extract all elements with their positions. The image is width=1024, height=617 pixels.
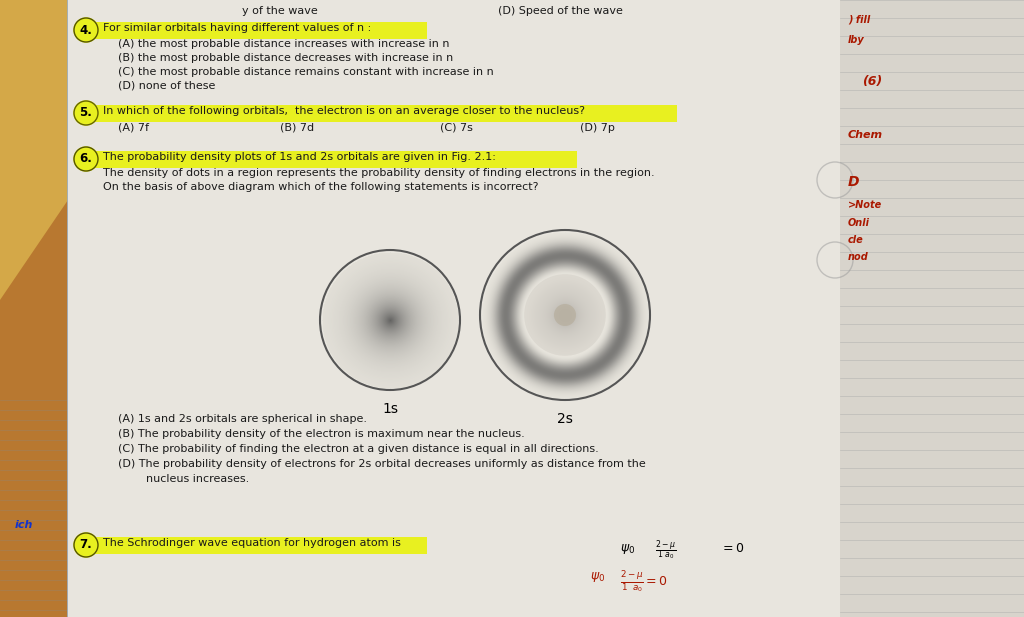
Circle shape	[319, 250, 460, 390]
Text: 1s: 1s	[382, 402, 398, 416]
Polygon shape	[0, 0, 68, 300]
Circle shape	[524, 274, 606, 356]
FancyBboxPatch shape	[85, 537, 427, 554]
Text: $\frac{2 - \mu}{1\ a_0}$: $\frac{2 - \mu}{1\ a_0}$	[655, 539, 677, 563]
Text: 6.: 6.	[80, 152, 92, 165]
Text: (C) 7s: (C) 7s	[440, 123, 473, 133]
Text: (B) The probability density of the electron is maximum near the nucleus.: (B) The probability density of the elect…	[118, 429, 524, 439]
Text: (B) the most probable distance decreases with increase in n: (B) the most probable distance decreases…	[118, 53, 454, 63]
Text: The probability density plots of 1s and 2s orbitals are given in Fig. 2.1:: The probability density plots of 1s and …	[103, 152, 496, 162]
Text: lby: lby	[848, 35, 864, 45]
FancyBboxPatch shape	[85, 105, 677, 122]
FancyBboxPatch shape	[85, 22, 427, 39]
Text: >Note: >Note	[848, 200, 883, 210]
Text: 2s: 2s	[557, 412, 573, 426]
Text: (C) The probability of finding the electron at a given distance is equal in all : (C) The probability of finding the elect…	[118, 444, 599, 454]
Text: Chem: Chem	[848, 130, 883, 140]
Text: (D) Speed of the wave: (D) Speed of the wave	[498, 6, 623, 16]
Text: ich: ich	[15, 520, 34, 530]
FancyBboxPatch shape	[840, 0, 1024, 617]
Text: 5.: 5.	[80, 107, 92, 120]
Text: (D) The probability density of electrons for 2s orbital decreases uniformly as d: (D) The probability density of electrons…	[118, 459, 646, 469]
Text: The Schrodinger wave equation for hydrogen atom is: The Schrodinger wave equation for hydrog…	[103, 538, 400, 548]
Text: (6): (6)	[862, 75, 883, 88]
Circle shape	[554, 304, 577, 326]
Text: 4.: 4.	[80, 23, 92, 36]
Circle shape	[480, 230, 650, 400]
FancyBboxPatch shape	[68, 0, 840, 617]
Text: cle: cle	[848, 235, 864, 245]
Text: (B) 7d: (B) 7d	[280, 123, 314, 133]
FancyBboxPatch shape	[0, 0, 68, 617]
FancyBboxPatch shape	[85, 151, 577, 168]
Circle shape	[74, 533, 98, 557]
Circle shape	[74, 101, 98, 125]
Text: $\frac{2 - \mu}{1\ \ a_0} = 0$: $\frac{2 - \mu}{1\ \ a_0} = 0$	[620, 570, 668, 595]
Text: 7.: 7.	[80, 539, 92, 552]
Text: The density of dots in a region represents the probability density of finding el: The density of dots in a region represen…	[103, 168, 654, 178]
Text: On the basis of above diagram which of the following statements is incorrect?: On the basis of above diagram which of t…	[103, 182, 539, 192]
Text: (A) the most probable distance increases with increase in n: (A) the most probable distance increases…	[118, 39, 450, 49]
Text: nucleus increases.: nucleus increases.	[118, 474, 249, 484]
Circle shape	[74, 18, 98, 42]
Text: In which of the following orbitals,  the electron is on an average closer to the: In which of the following orbitals, the …	[103, 106, 585, 116]
Text: (D) none of these: (D) none of these	[118, 81, 215, 91]
Text: D: D	[848, 175, 859, 189]
Circle shape	[74, 147, 98, 171]
Text: For similar orbitals having different values of n :: For similar orbitals having different va…	[103, 23, 372, 33]
Text: Onli: Onli	[848, 218, 870, 228]
Text: (A) 1s and 2s orbitals are spherical in shape.: (A) 1s and 2s orbitals are spherical in …	[118, 414, 367, 424]
Text: (A) 7f: (A) 7f	[118, 123, 150, 133]
Text: $\psi_0$: $\psi_0$	[620, 542, 635, 556]
Text: (C) the most probable distance remains constant with increase in n: (C) the most probable distance remains c…	[118, 67, 494, 77]
Text: $\psi_0$: $\psi_0$	[590, 570, 605, 584]
Text: ) fill: ) fill	[848, 15, 870, 25]
Text: (D) 7p: (D) 7p	[580, 123, 614, 133]
Text: y of the wave: y of the wave	[242, 6, 317, 16]
Text: $= 0$: $= 0$	[720, 542, 744, 555]
Text: nod: nod	[848, 252, 868, 262]
